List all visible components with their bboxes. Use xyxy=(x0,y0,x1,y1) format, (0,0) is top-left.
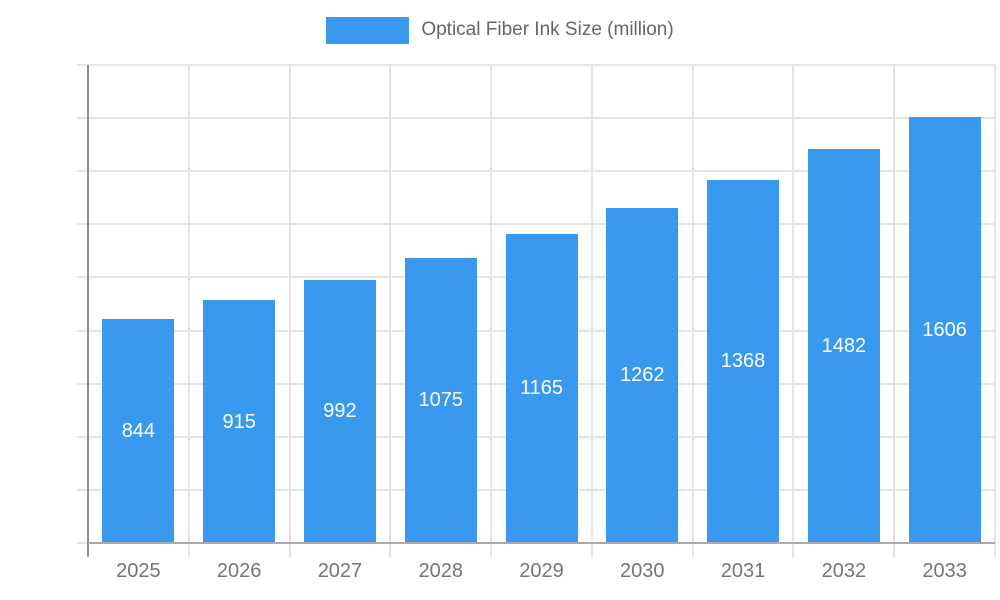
bar-2029: 1165 xyxy=(505,233,578,543)
gridline-vertical xyxy=(187,65,190,543)
gridline-vertical xyxy=(691,65,694,543)
gridline-horizontal xyxy=(88,117,995,120)
gridline-horizontal xyxy=(88,223,995,226)
y-axis-line xyxy=(87,65,89,557)
x-tick-mark xyxy=(187,543,190,557)
bar-2026: 915 xyxy=(203,300,276,543)
x-axis-tick-label: 2026 xyxy=(216,560,262,582)
y-tick-mark xyxy=(77,170,88,173)
y-tick-mark xyxy=(77,117,88,120)
legend-label: Optical Fiber Ink Size (million) xyxy=(421,19,674,40)
bar-value-label: 1482 xyxy=(821,335,867,358)
x-axis-tick-label: 2027 xyxy=(317,560,363,582)
legend-swatch xyxy=(326,16,410,44)
x-tick-mark xyxy=(792,543,795,557)
bar-value-label: 1262 xyxy=(620,364,665,387)
y-tick-mark xyxy=(77,329,88,332)
bar-2033: 1606 xyxy=(908,116,981,543)
x-tick-mark xyxy=(691,543,694,557)
bar-2032: 1482 xyxy=(807,149,880,543)
y-tick-mark xyxy=(77,64,88,66)
x-axis-tick-label: 2030 xyxy=(620,560,665,582)
x-axis-tick-label: 2029 xyxy=(519,560,564,582)
x-tick-mark xyxy=(590,543,593,557)
x-axis-tick-label: 2032 xyxy=(821,560,867,582)
gridline-vertical xyxy=(994,65,996,543)
x-tick-mark xyxy=(389,543,392,557)
x-tick-mark xyxy=(288,543,291,557)
x-axis-tick-label: 2033 xyxy=(922,560,967,582)
x-axis-line xyxy=(88,542,995,544)
y-tick-mark xyxy=(77,276,88,279)
bar-value-label: 992 xyxy=(323,400,357,423)
gridline-vertical xyxy=(389,65,392,543)
x-axis-tick-label: 2028 xyxy=(418,560,463,582)
gridline-vertical xyxy=(490,65,493,543)
gridline-horizontal xyxy=(88,170,995,173)
bar-value-label: 844 xyxy=(121,419,156,442)
plot-area: 844 915 992 1075 1165 1262 1368 1482 1606 xyxy=(77,64,996,557)
bar-value-label: 1075 xyxy=(418,389,463,412)
bar-2025: 844 xyxy=(102,318,175,543)
bar-2028: 1075 xyxy=(404,257,477,543)
bar-2030: 1262 xyxy=(606,207,679,543)
y-tick-mark xyxy=(77,382,88,385)
y-tick-mark xyxy=(77,488,88,491)
chart-legend[interactable]: Optical Fiber Ink Size (million) xyxy=(0,15,1000,45)
x-tick-mark xyxy=(490,543,493,557)
bar-value-label: 1165 xyxy=(519,377,563,400)
x-axis-tick-label: 2025 xyxy=(116,560,161,582)
x-tick-mark xyxy=(893,543,896,557)
gridline-horizontal xyxy=(88,64,995,66)
bar-value-label: 1606 xyxy=(922,318,967,341)
gridline-vertical xyxy=(590,65,593,543)
x-axis-tick-label: 2031 xyxy=(720,560,766,582)
y-tick-mark xyxy=(77,542,88,544)
y-tick-mark xyxy=(77,223,88,226)
y-tick-mark xyxy=(77,435,88,438)
bar-2027: 992 xyxy=(303,279,376,543)
x-tick-mark xyxy=(994,543,996,557)
gridline-vertical xyxy=(893,65,896,543)
gridline-vertical xyxy=(288,65,291,543)
bar-2031: 1368 xyxy=(707,179,780,543)
bar-value-label: 1368 xyxy=(720,350,766,373)
bar-value-label: 915 xyxy=(222,410,256,433)
gridline-vertical xyxy=(792,65,795,543)
